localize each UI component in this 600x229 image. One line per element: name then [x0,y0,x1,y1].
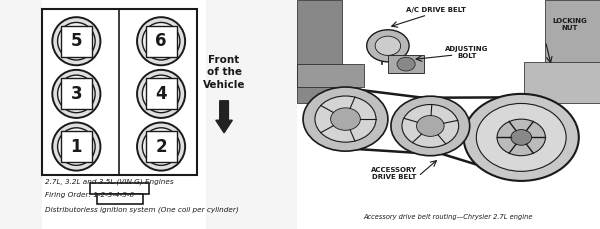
Circle shape [402,104,458,147]
Bar [388,55,424,73]
Text: 2.7L, 3.2L and 3.5L (VIN G) Engines: 2.7L, 3.2L and 3.5L (VIN G) Engines [46,178,174,185]
Bar [42,0,206,229]
Bar [545,0,600,69]
Bar [146,78,176,109]
Circle shape [58,22,95,60]
Text: Firing Order: 1-2-3-4-5-6: Firing Order: 1-2-3-4-5-6 [46,192,134,198]
Bar [146,131,176,162]
Text: Front: Front [208,55,239,65]
Text: Vehicle: Vehicle [203,80,245,90]
Text: Distributorless ignition system (One coil per cylinder): Distributorless ignition system (One coi… [46,207,239,213]
Circle shape [331,108,361,130]
Circle shape [315,96,376,142]
Circle shape [476,104,566,171]
Bar [61,78,92,109]
Text: ACCESSORY
DRIVE BELT: ACCESSORY DRIVE BELT [371,167,417,180]
Text: 6: 6 [155,32,167,50]
Bar [97,194,143,204]
Text: LOCKING
NUT: LOCKING NUT [553,18,587,31]
Bar [146,26,176,57]
Circle shape [52,17,100,65]
Circle shape [497,119,545,156]
Text: 2: 2 [155,138,167,155]
Circle shape [58,75,95,113]
Bar [297,64,364,87]
Circle shape [397,57,415,71]
Circle shape [137,70,185,118]
Text: 4: 4 [155,85,167,103]
Circle shape [511,130,532,145]
Bar [61,26,92,57]
Circle shape [137,123,185,171]
Circle shape [391,96,470,156]
Circle shape [52,70,100,118]
Circle shape [303,87,388,151]
Bar [90,183,149,194]
Circle shape [142,22,180,60]
Text: A/C DRIVE BELT: A/C DRIVE BELT [406,7,466,13]
Circle shape [52,123,100,171]
Circle shape [464,94,579,181]
FancyArrow shape [216,101,232,133]
Bar [42,9,197,175]
Text: ADJUSTING
BOLT: ADJUSTING BOLT [445,46,488,59]
Circle shape [367,30,409,62]
Circle shape [375,36,401,55]
Text: 5: 5 [71,32,82,50]
Text: of the: of the [206,67,242,77]
Circle shape [142,128,180,165]
Text: 3: 3 [71,85,82,103]
Circle shape [58,128,95,165]
Text: 1: 1 [71,138,82,155]
Circle shape [137,17,185,65]
Text: Accessory drive belt routing—Chrysler 2.7L engine: Accessory drive belt routing—Chrysler 2.… [364,214,533,220]
Circle shape [416,116,444,136]
Bar [524,62,600,103]
Bar [61,131,92,162]
Circle shape [142,75,180,113]
Bar [297,0,343,103]
